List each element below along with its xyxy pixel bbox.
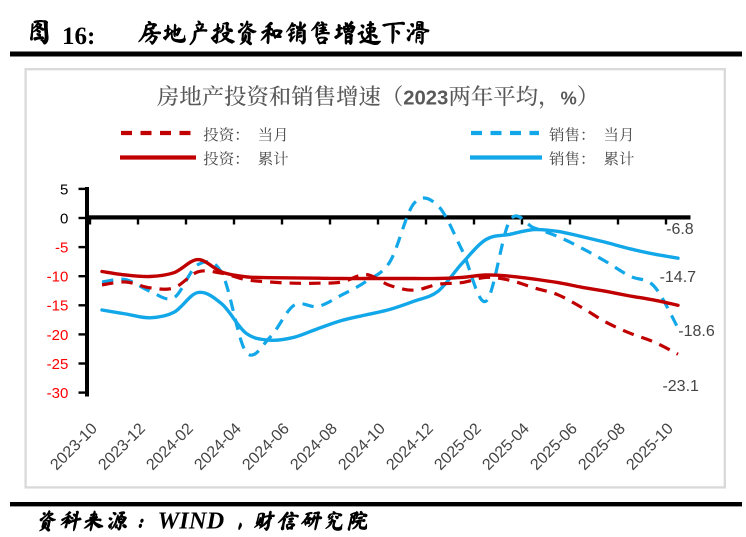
svg-text:0: 0 (60, 210, 68, 227)
svg-text:5: 5 (60, 181, 68, 198)
svg-text:-10: -10 (47, 269, 69, 286)
svg-text:16:: 16: (62, 23, 95, 50)
svg-text:2023: 2023 (403, 87, 448, 109)
svg-text:-5: -5 (55, 240, 68, 257)
svg-text:WIND: WIND (158, 508, 225, 535)
svg-text:%: % (561, 87, 577, 108)
svg-text:-6.8: -6.8 (666, 221, 694, 238)
svg-text:-20: -20 (47, 327, 69, 344)
svg-text:-30: -30 (47, 385, 69, 402)
svg-text:-18.6: -18.6 (678, 323, 715, 340)
svg-text:-15: -15 (47, 298, 69, 315)
svg-text:-23.1: -23.1 (662, 378, 699, 395)
svg-text:-25: -25 (47, 356, 69, 373)
svg-text:-14.7: -14.7 (660, 269, 697, 286)
